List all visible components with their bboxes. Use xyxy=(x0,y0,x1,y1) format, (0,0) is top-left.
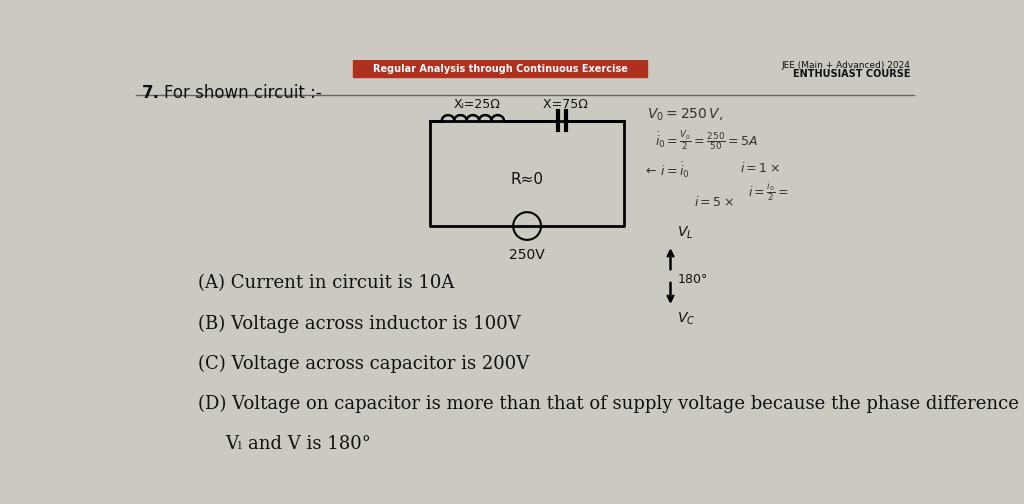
Text: $V_L$: $V_L$ xyxy=(677,225,693,241)
Text: Regular Analysis through Continuous Exercise: Regular Analysis through Continuous Exer… xyxy=(373,64,628,74)
Text: ENTHUSIAST COURSE: ENTHUSIAST COURSE xyxy=(794,69,910,79)
Text: JEE (Main + Advanced) 2024: JEE (Main + Advanced) 2024 xyxy=(782,60,910,70)
Text: (D) Voltage on capacitor is more than that of supply voltage because the phase d: (D) Voltage on capacitor is more than th… xyxy=(198,395,1024,413)
Text: (A) Current in circuit is 10A: (A) Current in circuit is 10A xyxy=(198,275,454,292)
Bar xyxy=(352,60,647,78)
Text: (B) Voltage across inductor is 100V: (B) Voltage across inductor is 100V xyxy=(198,314,520,333)
Text: $180°$: $180°$ xyxy=(677,274,708,286)
Text: $\leftarrow \, i = \dot{i}_0$: $\leftarrow \, i = \dot{i}_0$ xyxy=(643,161,690,180)
Text: $\dot{i}_0 = \frac{V_0}{2} = \frac{250}{50} = 5A$: $\dot{i}_0 = \frac{V_0}{2} = \frac{250}{… xyxy=(655,130,758,153)
Text: $V_C$: $V_C$ xyxy=(677,311,695,327)
Text: (C) Voltage across capacitor is 200V: (C) Voltage across capacitor is 200V xyxy=(198,355,529,373)
Text: X⁣=75Ω: X⁣=75Ω xyxy=(543,98,588,111)
Text: For shown circuit :-: For shown circuit :- xyxy=(164,84,322,102)
Text: $i = 1\times$: $i = 1\times$ xyxy=(740,161,780,174)
Text: 7.: 7. xyxy=(142,84,160,102)
Text: $i = \frac{i_0}{2}=$: $i = \frac{i_0}{2}=$ xyxy=(748,180,788,203)
Text: $i = 5\times$: $i = 5\times$ xyxy=(693,195,734,209)
Text: Xₗ=25Ω: Xₗ=25Ω xyxy=(454,98,501,111)
Text: ~: ~ xyxy=(520,217,535,235)
Text: $V_0 = 250\,V,$: $V_0 = 250\,V,$ xyxy=(647,107,724,123)
Text: 250V: 250V xyxy=(509,247,545,262)
Text: R≈0: R≈0 xyxy=(511,172,544,187)
Text: Vₗ and V⁣ is 180°: Vₗ and V⁣ is 180° xyxy=(225,434,371,453)
